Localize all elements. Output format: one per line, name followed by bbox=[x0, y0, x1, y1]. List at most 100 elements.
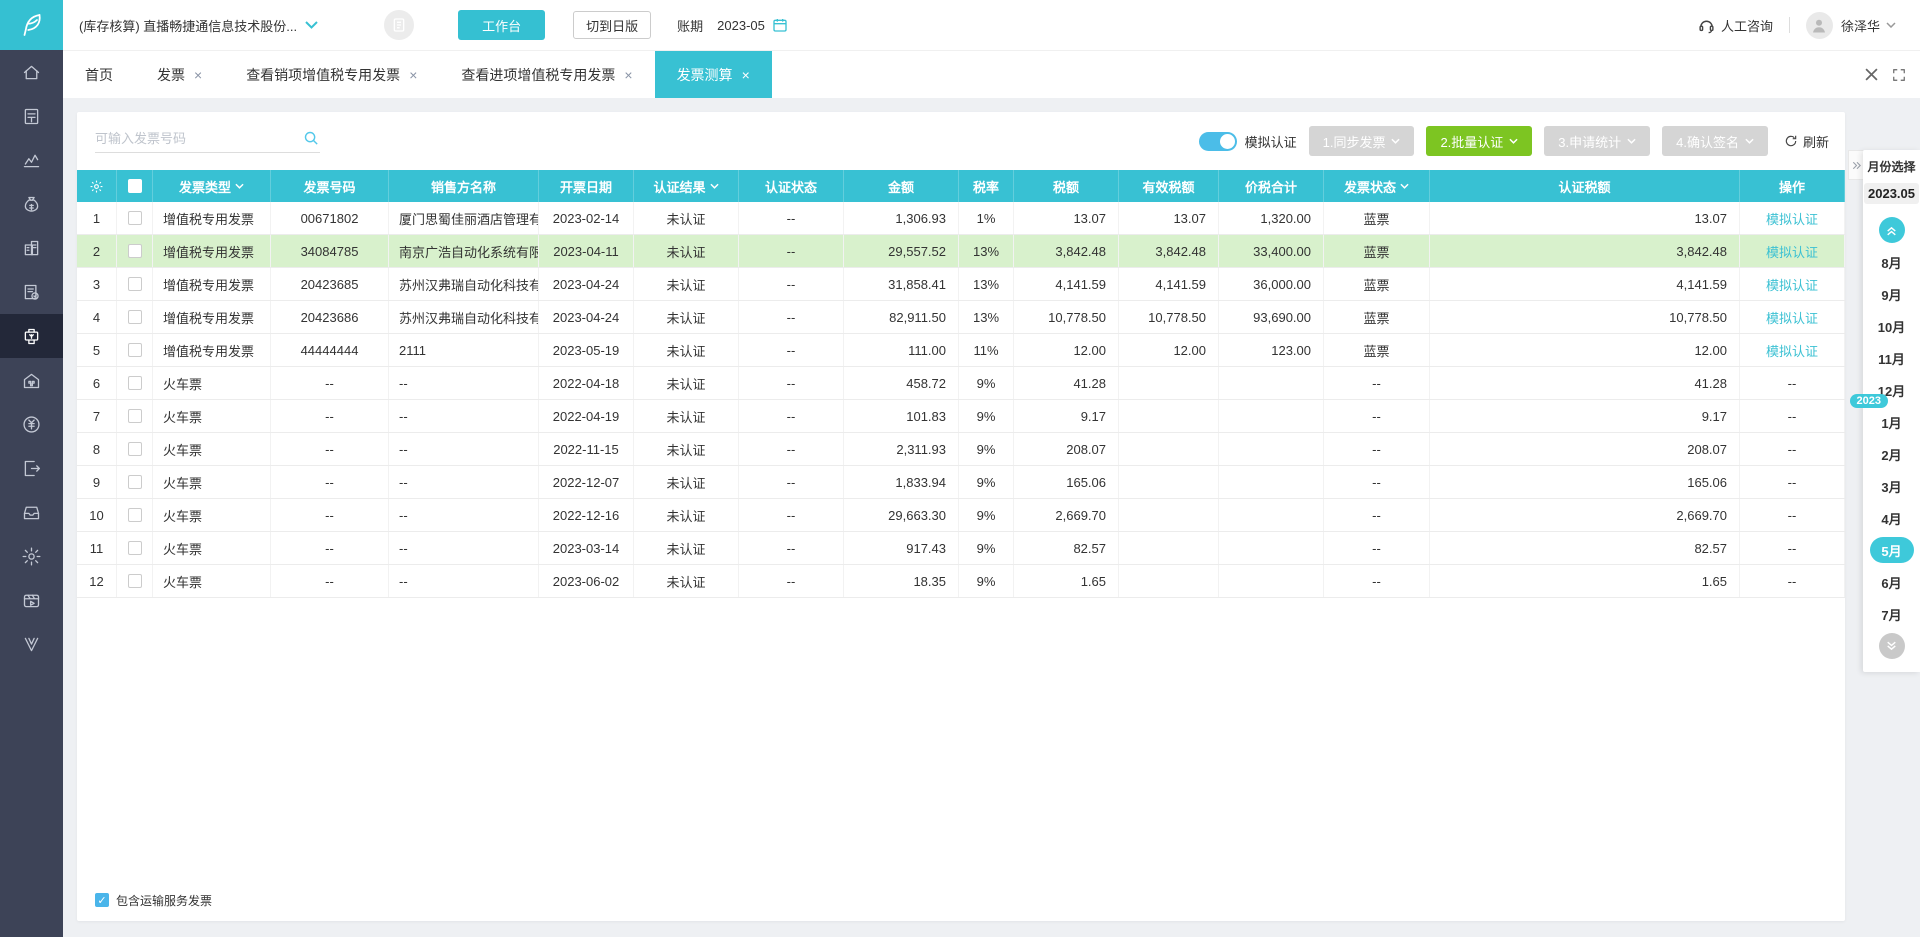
cell-date: 2022-11-15 bbox=[539, 433, 634, 465]
month-8月[interactable]: 8月 bbox=[1881, 255, 1902, 271]
simulate-certify-link[interactable]: 模拟认证 bbox=[1765, 343, 1818, 359]
table-row[interactable]: 1 增值税专用发票00671802厦门思蜀佳丽酒店管理有限2023-02-14未认… bbox=[77, 202, 1845, 235]
month-10月[interactable]: 10月 bbox=[1877, 319, 1906, 335]
period-value[interactable]: 2023-05 bbox=[717, 17, 765, 33]
close-tab-icon[interactable]: × bbox=[194, 66, 203, 83]
sidebar-item-settings[interactable] bbox=[0, 534, 63, 578]
row-checkbox[interactable] bbox=[127, 541, 142, 555]
sidebar-item-voucher[interactable] bbox=[0, 94, 63, 138]
chevron-down-icon[interactable] bbox=[1886, 22, 1896, 28]
month-4月[interactable]: 4月 bbox=[1881, 511, 1902, 527]
table-row[interactable]: 5 增值税专用发票 44444444 2111 2023-05-19 未认证 -- 111.0… bbox=[77, 334, 1845, 367]
tab-发票测算[interactable]: 发票测算 × bbox=[654, 51, 772, 98]
search-icon[interactable] bbox=[303, 130, 320, 147]
row-checkbox[interactable] bbox=[127, 475, 142, 489]
chevron-down-icon[interactable] bbox=[305, 21, 318, 29]
simulate-certify-link[interactable]: 模拟认证 bbox=[1765, 211, 1818, 227]
app-logo[interactable] bbox=[0, 0, 63, 50]
cell-status: -- bbox=[739, 301, 844, 333]
toolbar-button-3.申请统计[interactable]: 3.申请统计 bbox=[1544, 126, 1651, 156]
sidebar-item-logo-v[interactable] bbox=[0, 622, 63, 666]
simulate-certify-link[interactable]: 模拟认证 bbox=[1765, 244, 1818, 260]
column-header-result[interactable]: 认证结果 bbox=[634, 170, 739, 202]
row-checkbox[interactable] bbox=[127, 574, 142, 588]
collapse-panel-button[interactable] bbox=[1848, 150, 1863, 180]
table-row[interactable]: 12 火车票 -- -- 2023-06-02 未认证 -- 18.35 9% 1.65 -- 1.6… bbox=[77, 565, 1845, 598]
close-tab-icon[interactable]: × bbox=[624, 66, 633, 83]
simulate-certify-link[interactable]: 模拟认证 bbox=[1765, 277, 1818, 293]
table-row[interactable]: 9 火车票 -- -- 2022-12-07 未认证 -- 1,833.94 9% 165.06-… bbox=[77, 466, 1845, 499]
month-1月[interactable]: 2023 1月 bbox=[1849, 394, 1914, 438]
cell-seller: 苏州汉弗瑞自动化科技有限 bbox=[389, 301, 539, 333]
company-selector[interactable]: (库存核算) 直播畅捷通信息技术股份... bbox=[79, 18, 298, 34]
sidebar-item-building[interactable] bbox=[0, 226, 63, 270]
sidebar-item-warehouse[interactable] bbox=[0, 358, 63, 402]
month-9月[interactable]: 9月 bbox=[1881, 287, 1902, 303]
sidebar-item-money-bag[interactable] bbox=[0, 182, 63, 226]
table-row[interactable]: 8 火车票 -- -- 2022-11-15 未认证 -- 2,311.93 9% 208.07-… bbox=[77, 433, 1845, 466]
month-5月[interactable]: 5月 bbox=[1869, 537, 1914, 563]
refresh-button[interactable]: 刷新 bbox=[1784, 132, 1829, 151]
row-checkbox[interactable] bbox=[127, 409, 142, 423]
table-row[interactable]: 10 火车票 -- -- 2022-12-16 未认证 -- 29,663.30 9% 2,669… bbox=[77, 499, 1845, 532]
sidebar-item-video[interactable] bbox=[0, 578, 63, 622]
simulate-certify-link[interactable]: 模拟认证 bbox=[1765, 310, 1818, 326]
sidebar-item-chart[interactable] bbox=[0, 138, 63, 182]
month-2月[interactable]: 2月 bbox=[1881, 447, 1902, 463]
sidebar-item-report[interactable] bbox=[0, 270, 63, 314]
toolbar-button-1.同步发票[interactable]: 1.同步发票 bbox=[1308, 126, 1415, 156]
table-row[interactable]: 6 火车票 -- -- 2022-04-18 未认证 -- 458.72 9% 41.28 -- 41… bbox=[77, 367, 1845, 400]
row-checkbox[interactable] bbox=[127, 310, 142, 324]
row-checkbox[interactable] bbox=[127, 343, 142, 357]
sidebar-item-export[interactable] bbox=[0, 446, 63, 490]
toolbar-button-2.批量认证[interactable]: 2.批量认证 bbox=[1426, 126, 1533, 156]
cell-valid_tax bbox=[1119, 400, 1219, 432]
transport-invoice-checkbox[interactable]: ✓ bbox=[95, 893, 109, 907]
row-checkbox[interactable] bbox=[127, 442, 142, 456]
fullscreen-icon[interactable] bbox=[1892, 68, 1906, 82]
calendar-icon[interactable] bbox=[772, 17, 788, 33]
scroll-months-up-button[interactable] bbox=[1878, 217, 1905, 243]
sidebar-item-tax[interactable] bbox=[0, 402, 63, 446]
row-checkbox[interactable] bbox=[127, 244, 142, 258]
select-all-checkbox[interactable] bbox=[127, 179, 142, 193]
column-header-cb[interactable] bbox=[117, 170, 153, 202]
row-checkbox[interactable] bbox=[127, 211, 142, 225]
row-checkbox[interactable] bbox=[127, 376, 142, 390]
avatar[interactable] bbox=[1805, 11, 1833, 39]
sidebar-item-inbox[interactable] bbox=[0, 490, 63, 534]
cell-amount: 29,557.52 bbox=[844, 235, 959, 267]
support-link[interactable]: 人工咨询 bbox=[1698, 16, 1773, 35]
notepad-icon[interactable] bbox=[384, 10, 415, 40]
column-header-idx[interactable] bbox=[77, 170, 117, 202]
row-checkbox[interactable] bbox=[127, 508, 142, 522]
month-11月[interactable]: 11月 bbox=[1878, 351, 1905, 367]
sidebar-item-invoice[interactable] bbox=[0, 314, 63, 358]
table-row[interactable]: 11 火车票 -- -- 2023-03-14 未认证 -- 917.43 9% 82.57 -- 8… bbox=[77, 532, 1845, 565]
username[interactable]: 徐泽华 bbox=[1840, 18, 1880, 34]
table-row[interactable]: 2 增值税专用发票34084785南京广浩自动化系统有限责2023-04-11未认… bbox=[77, 235, 1845, 268]
table-row[interactable]: 7 火车票 -- -- 2022-04-19 未认证 -- 101.83 9% 9.17 -- 9.1… bbox=[77, 400, 1845, 433]
search-input[interactable] bbox=[95, 130, 303, 146]
switch-version-button[interactable]: 切到日版 bbox=[573, 11, 652, 39]
row-checkbox[interactable] bbox=[127, 277, 142, 291]
month-6月[interactable]: 6月 bbox=[1881, 575, 1902, 591]
workbench-button[interactable]: 工作台 bbox=[458, 10, 546, 40]
table-row[interactable]: 3 增值税专用发票20423685苏州汉弗瑞自动化科技有限2023-04-24未认… bbox=[77, 268, 1845, 301]
sidebar-item-home[interactable] bbox=[0, 50, 63, 94]
simulate-certify-toggle[interactable] bbox=[1198, 131, 1237, 151]
scroll-months-down-button[interactable] bbox=[1878, 633, 1905, 659]
month-7月[interactable]: 7月 bbox=[1881, 607, 1902, 623]
close-tab-icon[interactable]: × bbox=[741, 66, 750, 83]
tab-查看销项增值税专用发票[interactable]: 查看销项增值税专用发票 × bbox=[246, 66, 418, 83]
toolbar-button-4.确认签名[interactable]: 4.确认签名 bbox=[1662, 126, 1768, 156]
close-tab-icon[interactable]: × bbox=[409, 66, 418, 83]
tab-首页[interactable]: 首页 bbox=[85, 66, 113, 83]
close-all-tabs-icon[interactable] bbox=[1865, 68, 1878, 81]
month-3月[interactable]: 3月 bbox=[1881, 479, 1902, 495]
column-header-inv_status[interactable]: 发票状态 bbox=[1324, 170, 1430, 202]
table-row[interactable]: 4 增值税专用发票20423686苏州汉弗瑞自动化科技有限2023-04-24未认… bbox=[77, 301, 1845, 334]
tab-发票[interactable]: 发票 × bbox=[157, 66, 203, 83]
tab-查看进项增值税专用发票[interactable]: 查看进项增值税专用发票 × bbox=[461, 66, 633, 83]
column-header-type[interactable]: 发票类型 bbox=[153, 170, 271, 202]
